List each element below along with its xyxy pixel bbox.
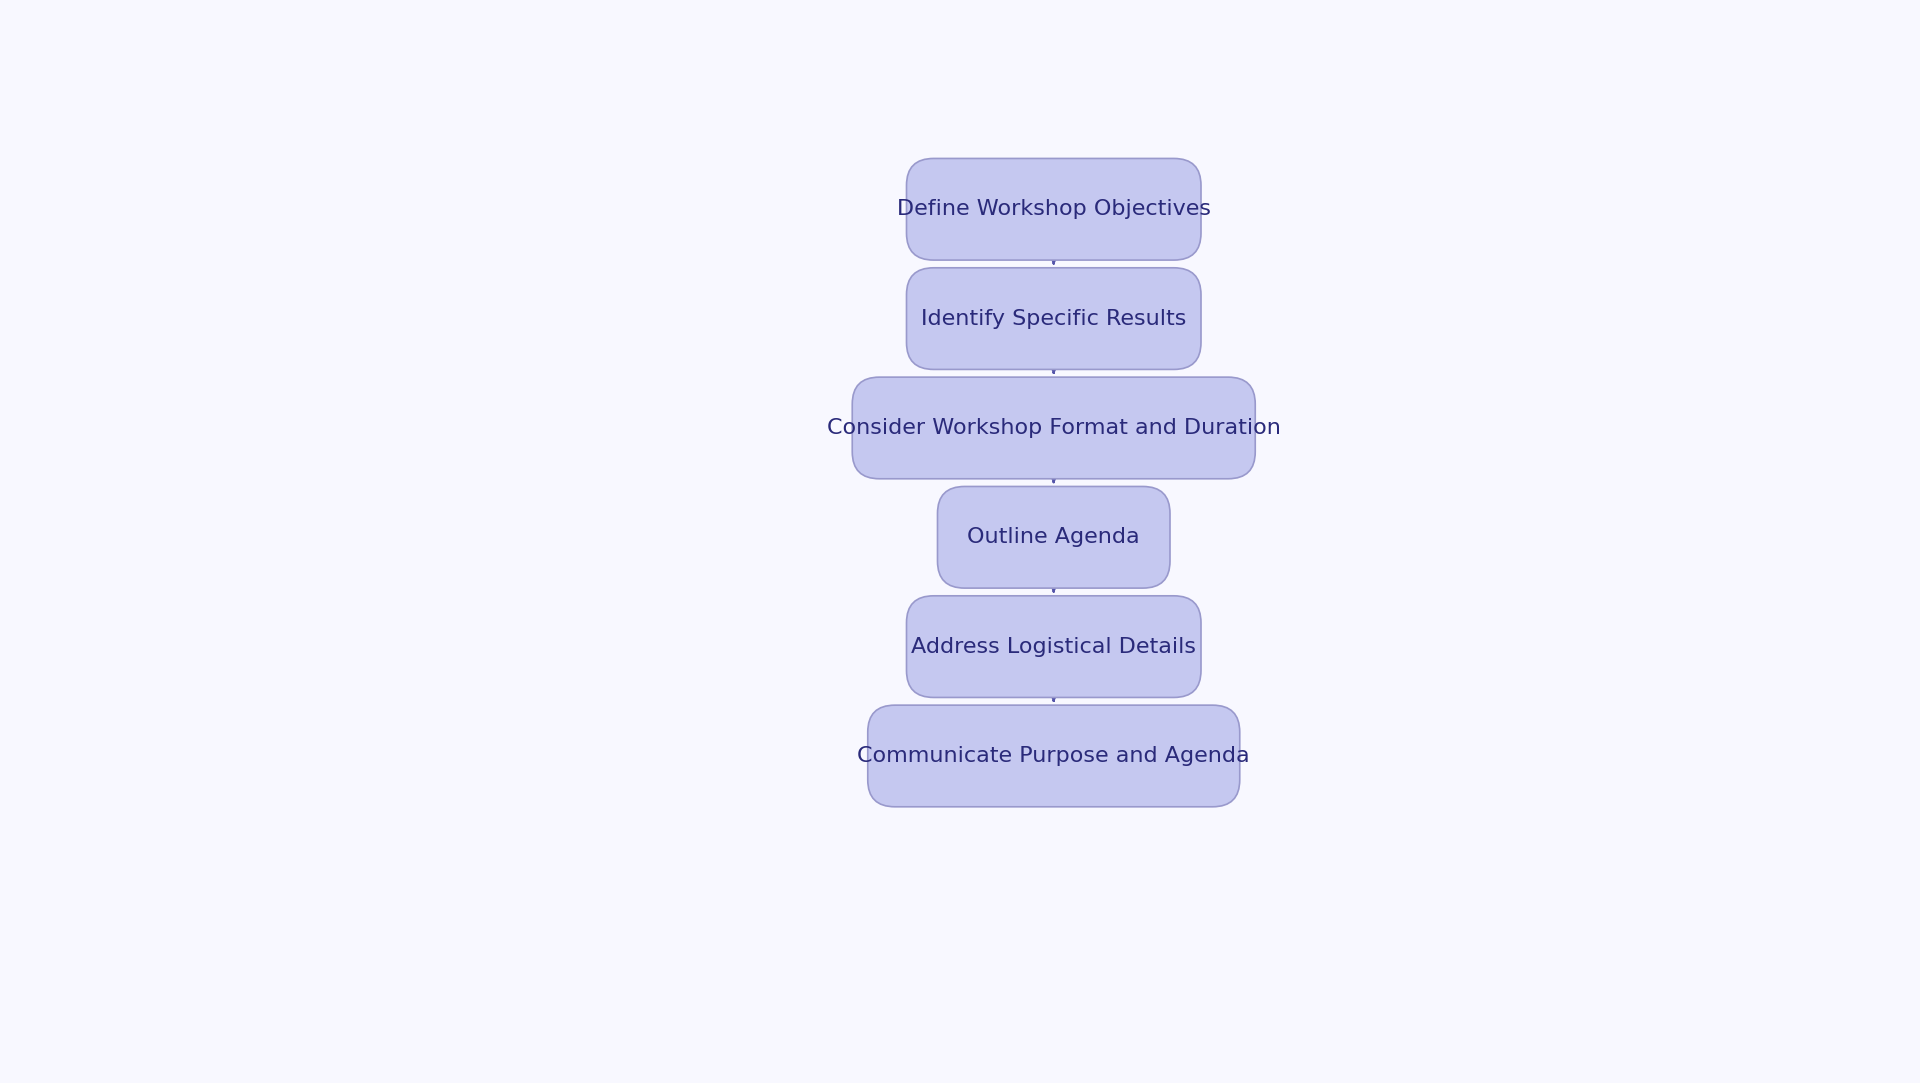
FancyBboxPatch shape <box>937 486 1169 588</box>
Text: Define Workshop Objectives: Define Workshop Objectives <box>897 199 1212 219</box>
FancyBboxPatch shape <box>906 158 1202 260</box>
Text: Outline Agenda: Outline Agenda <box>968 527 1140 547</box>
Text: Identify Specific Results: Identify Specific Results <box>922 309 1187 328</box>
Text: Address Logistical Details: Address Logistical Details <box>912 637 1196 656</box>
FancyBboxPatch shape <box>852 377 1256 479</box>
Text: Communicate Purpose and Agenda: Communicate Purpose and Agenda <box>858 746 1250 766</box>
FancyBboxPatch shape <box>906 596 1202 697</box>
Text: Consider Workshop Format and Duration: Consider Workshop Format and Duration <box>828 418 1281 438</box>
FancyBboxPatch shape <box>868 705 1240 807</box>
FancyBboxPatch shape <box>906 268 1202 369</box>
